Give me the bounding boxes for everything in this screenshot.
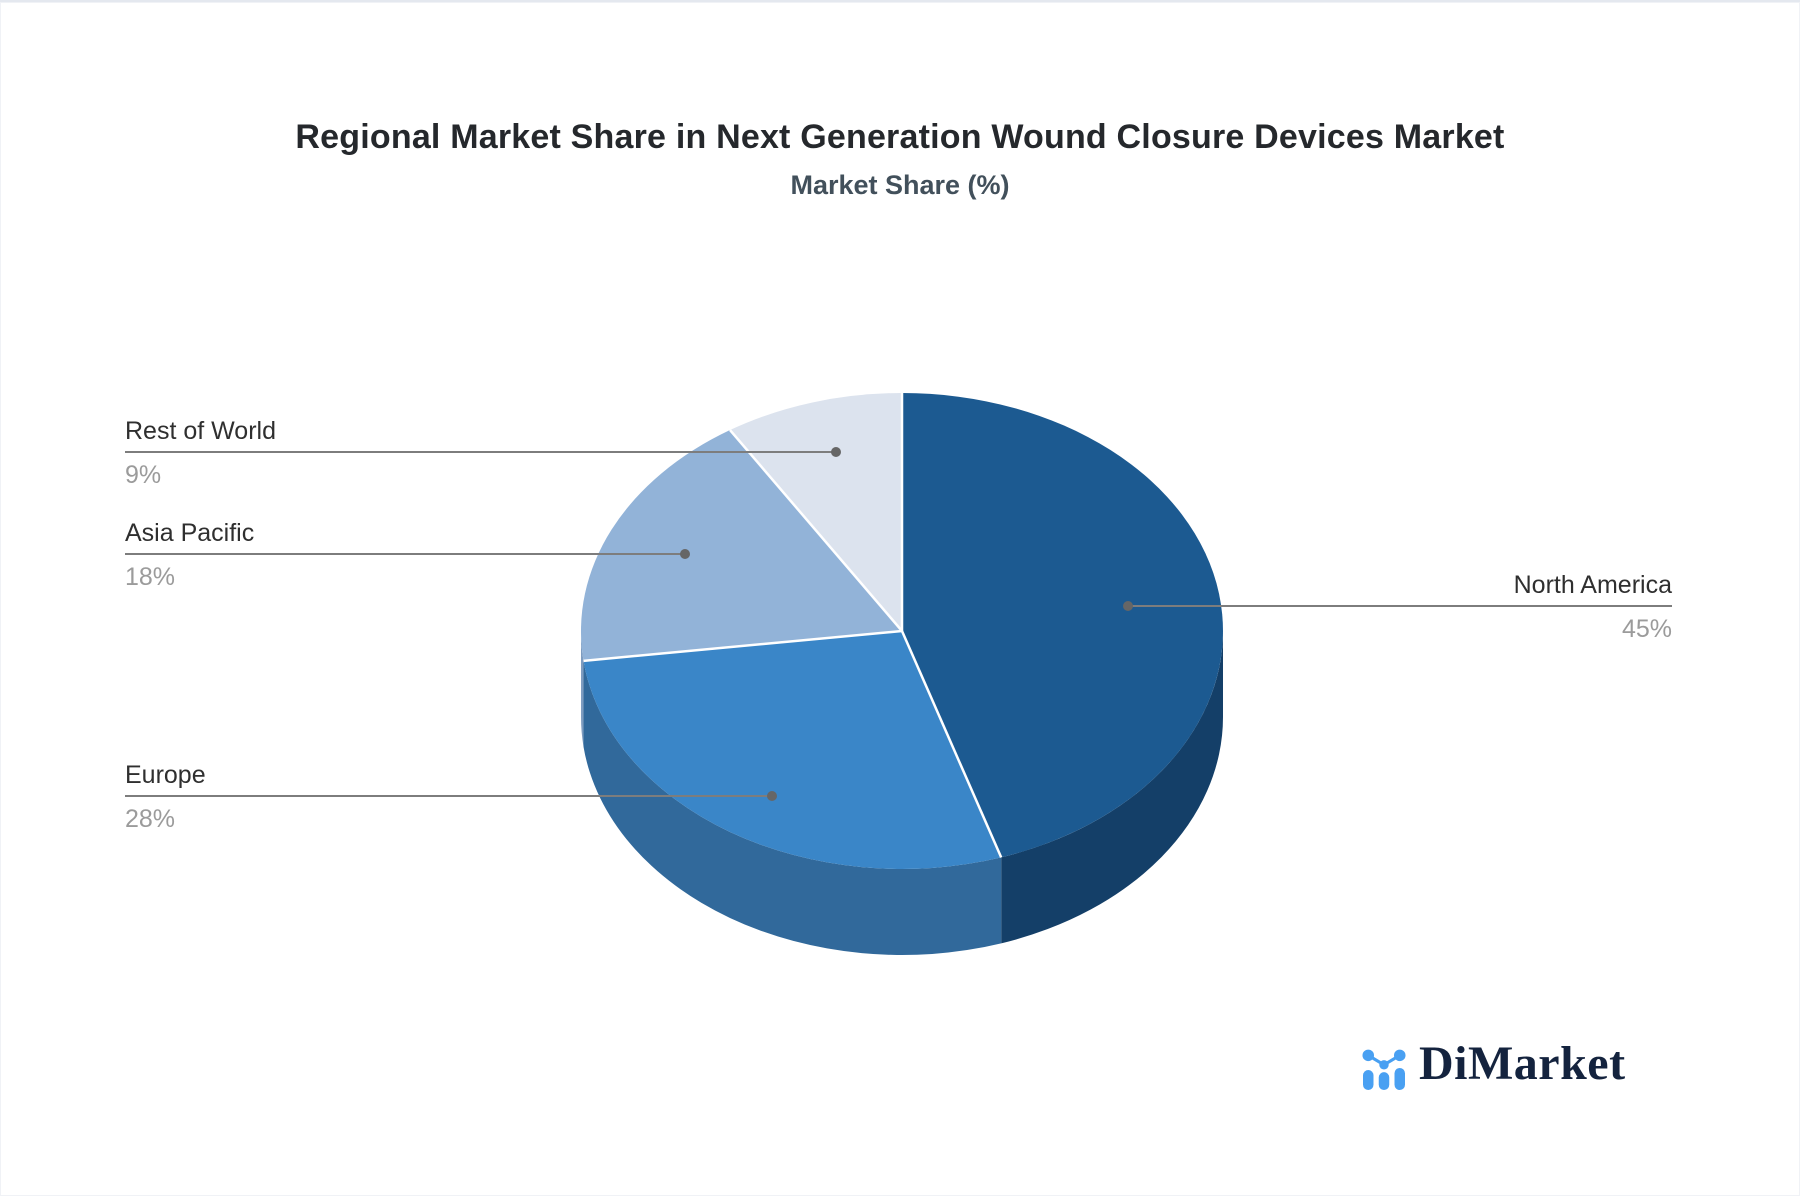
chart-subtitle: Market Share (%)	[790, 170, 1010, 200]
pie-slice-asia-pacific[interactable]	[580, 430, 902, 661]
bar-chart-trend-icon	[1362, 1049, 1406, 1090]
label-asia-pacific-name: Asia Pacific	[125, 519, 255, 547]
chart-title: Regional Market Share in Next Generation…	[295, 118, 1505, 156]
pie-slice-side-europe	[583, 660, 1002, 955]
label-europe-value: 28%	[125, 805, 176, 833]
pie-slice-side-asia-pacific	[581, 631, 584, 747]
label-north-america-name: North America	[1513, 571, 1672, 599]
pie-slice-europe[interactable]	[583, 631, 1002, 869]
pie-slice-separator	[729, 429, 903, 632]
label-rest-of-world: Rest of World 9%	[125, 416, 276, 490]
pie-slice-separator	[900, 630, 1003, 858]
pie-slice-separator	[583, 629, 903, 663]
label-rest-of-world-value: 9%	[125, 461, 162, 489]
label-connector-dot-rest-of-world	[831, 447, 841, 457]
dimarket-logo-text: DiMarket	[1419, 1037, 1626, 1090]
pie-slice-north-america[interactable]	[902, 393, 1223, 858]
label-europe: Europe 28%	[125, 760, 206, 834]
pie-slice-side-north-america	[1001, 631, 1223, 944]
label-europe-name: Europe	[125, 761, 206, 789]
label-asia-pacific: Asia Pacific 18%	[125, 518, 254, 592]
label-rest-of-world-name: Rest of World	[125, 417, 276, 445]
label-connector-dot-asia-pacific	[680, 549, 690, 559]
label-asia-pacific-value: 18%	[125, 563, 176, 591]
dimarket-logo: DiMarket	[1362, 1038, 1626, 1090]
label-connector-dot-north-america	[1123, 601, 1133, 611]
label-connector-dot-europe	[767, 791, 777, 801]
label-north-america-value: 45%	[1621, 615, 1672, 643]
label-north-america: North America 45%	[1272, 570, 1672, 644]
